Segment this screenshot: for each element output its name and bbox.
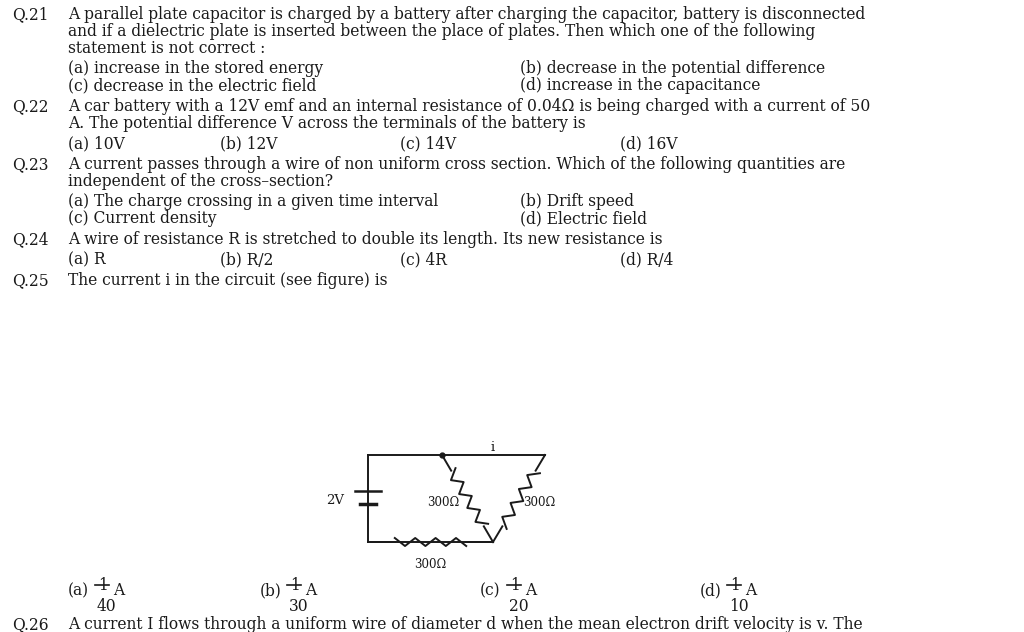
- Text: (a) 10V: (a) 10V: [68, 135, 125, 152]
- Text: (c) Current density: (c) Current density: [68, 210, 216, 227]
- Text: (b) 12V: (b) 12V: [220, 135, 278, 152]
- Text: (b) R/2: (b) R/2: [220, 251, 273, 268]
- Text: A parallel plate capacitor is charged by a battery after charging the capacitor,: A parallel plate capacitor is charged by…: [68, 6, 865, 23]
- Text: 300Ω: 300Ω: [427, 495, 460, 509]
- Text: (a) The charge crossing in a given time interval: (a) The charge crossing in a given time …: [68, 193, 438, 210]
- Text: statement is not correct :: statement is not correct :: [68, 40, 265, 57]
- Text: (c) decrease in the electric field: (c) decrease in the electric field: [68, 77, 316, 94]
- Text: (c): (c): [480, 582, 501, 599]
- Text: 1: 1: [510, 577, 520, 594]
- Text: A: A: [525, 582, 537, 599]
- Text: 1: 1: [730, 577, 739, 594]
- Text: 30: 30: [289, 598, 308, 615]
- Text: (d) R/4: (d) R/4: [620, 251, 674, 268]
- Text: Q.25: Q.25: [12, 272, 49, 289]
- Text: A: A: [113, 582, 124, 599]
- Text: Q.21: Q.21: [12, 6, 48, 23]
- Text: 2V: 2V: [326, 494, 344, 507]
- Text: A: A: [745, 582, 757, 599]
- Text: i: i: [490, 441, 495, 454]
- Text: (c) 14V: (c) 14V: [400, 135, 457, 152]
- Text: 1: 1: [290, 577, 300, 594]
- Text: (b) Drift speed: (b) Drift speed: [520, 193, 634, 210]
- Text: (d) Electric field: (d) Electric field: [520, 210, 647, 227]
- Text: A car battery with a 12V emf and an internal resistance of 0.04Ω is being charge: A car battery with a 12V emf and an inte…: [68, 98, 870, 115]
- Text: (b): (b): [260, 582, 282, 599]
- Text: Q.24: Q.24: [12, 231, 48, 248]
- Text: Q.22: Q.22: [12, 98, 48, 115]
- Text: independent of the cross–section?: independent of the cross–section?: [68, 173, 333, 190]
- Text: A: A: [305, 582, 316, 599]
- Text: A. The potential difference V across the terminals of the battery is: A. The potential difference V across the…: [68, 115, 586, 132]
- Text: and if a dielectric plate is inserted between the place of plates. Then which on: and if a dielectric plate is inserted be…: [68, 23, 815, 40]
- Text: (a) R: (a) R: [68, 251, 105, 268]
- Text: (a) increase in the stored energy: (a) increase in the stored energy: [68, 60, 324, 77]
- Text: (c) 4R: (c) 4R: [400, 251, 446, 268]
- Text: (d) 16V: (d) 16V: [620, 135, 678, 152]
- Text: 300Ω: 300Ω: [523, 495, 555, 509]
- Text: A current passes through a wire of non uniform cross section. Which of the follo: A current passes through a wire of non u…: [68, 156, 845, 173]
- Text: (a): (a): [68, 582, 89, 599]
- Text: A wire of resistance R is stretched to double its length. Its new resistance is: A wire of resistance R is stretched to d…: [68, 231, 663, 248]
- Text: 300Ω: 300Ω: [415, 558, 446, 571]
- Text: A current I flows through a uniform wire of diameter d when the mean electron dr: A current I flows through a uniform wire…: [68, 616, 862, 632]
- Text: (b) decrease in the potential difference: (b) decrease in the potential difference: [520, 60, 825, 77]
- Text: 20: 20: [509, 598, 528, 615]
- Text: 10: 10: [729, 598, 749, 615]
- Text: (d) increase in the capacitance: (d) increase in the capacitance: [520, 77, 761, 94]
- Text: The current i in the circuit (see figure) is: The current i in the circuit (see figure…: [68, 272, 387, 289]
- Text: 40: 40: [97, 598, 117, 615]
- Text: 1: 1: [98, 577, 108, 594]
- Text: (d): (d): [700, 582, 722, 599]
- Text: Q.26: Q.26: [12, 616, 48, 632]
- Text: Q.23: Q.23: [12, 156, 48, 173]
